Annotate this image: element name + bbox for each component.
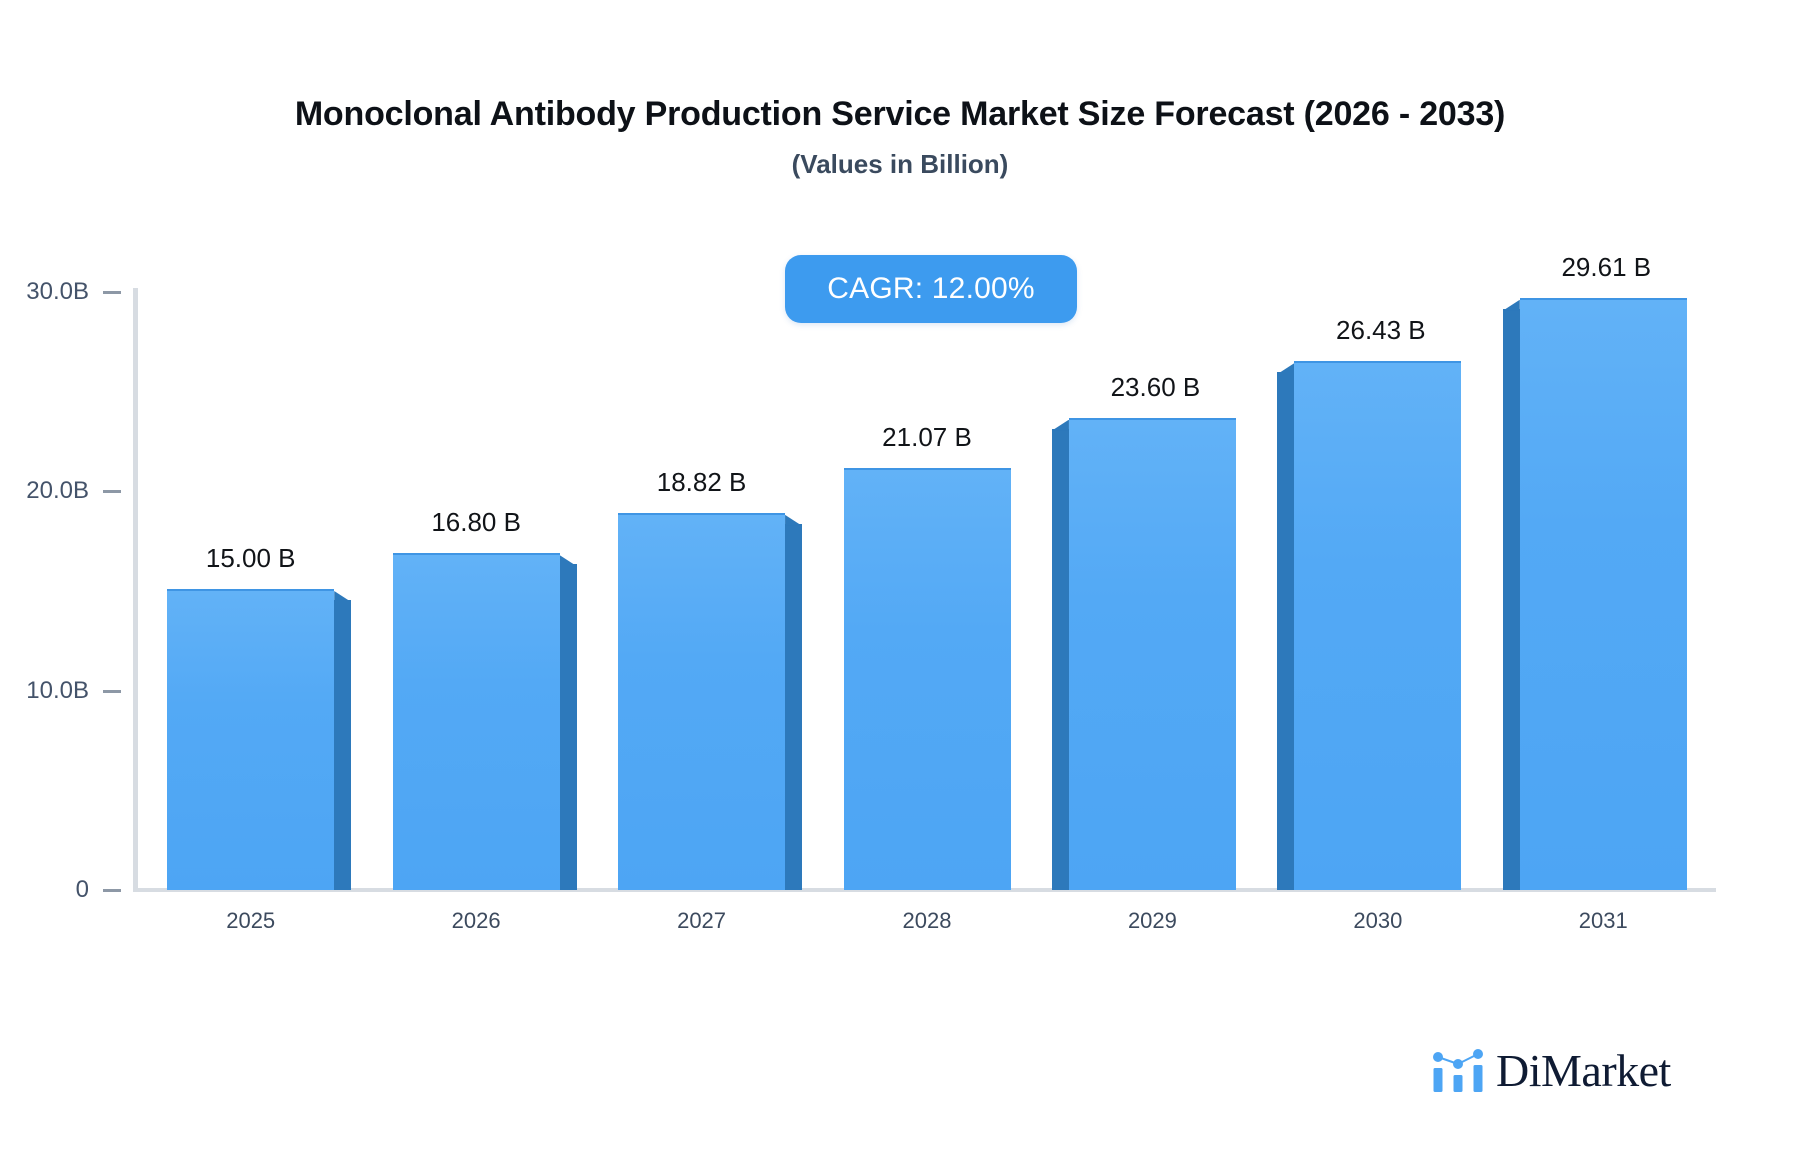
bar-face[interactable]: [843, 468, 1011, 890]
bar-value-label: 21.07 B: [882, 422, 972, 452]
x-axis-tick-label: 2031: [1578, 908, 1628, 933]
bar-side-face: [1502, 308, 1520, 890]
y-axis-line: [133, 288, 138, 892]
bar-face[interactable]: [1068, 417, 1236, 890]
bar-top-bevel: [1051, 419, 1069, 431]
bar-top-bevel: [1502, 299, 1520, 311]
x-axis-line: [133, 888, 1716, 892]
y-axis-tick-label: 30.0B: [26, 278, 89, 305]
y-axis-tick-mark: [103, 889, 121, 892]
y-axis-tick-label: 0: [75, 876, 89, 903]
bar-chart-logo-icon: [1433, 1049, 1483, 1092]
y-axis-tick-label: 20.0B: [26, 477, 89, 505]
bar-face[interactable]: [618, 512, 786, 890]
bar-side-face: [1051, 428, 1069, 890]
dimarket-logo: DiMarket: [1432, 1048, 1671, 1094]
bar-value-label: 16.80 B: [431, 507, 521, 538]
y-axis-tick: 30.0B: [0, 278, 133, 305]
chart-subtitle: (Values in Billion): [791, 149, 1009, 180]
y-axis-tick-mark: [103, 490, 121, 494]
cagr-badge: CAGR: 12.00%: [785, 255, 1077, 323]
bar-side-face: [334, 600, 352, 890]
x-axis-tick-label: 2027: [677, 908, 727, 933]
bar-value-label: 29.61 B: [1561, 251, 1652, 282]
title-block: Monoclonal Antibody Production Service M…: [0, 95, 1800, 180]
x-axis-tick-label: 2028: [902, 908, 952, 933]
bar-face[interactable]: [392, 553, 560, 890]
bar-top-bevel: [785, 514, 803, 526]
bar-value-label: 15.00 B: [205, 543, 296, 573]
x-axis-tick-label: 2025: [226, 908, 276, 933]
bar-side-face: [785, 523, 803, 890]
x-axis-tick-label: 2030: [1353, 908, 1403, 933]
y-axis-tick-label: 10.0B: [26, 676, 89, 704]
bar-face[interactable]: [1519, 297, 1687, 890]
bar-value-label: 18.82 B: [656, 466, 747, 497]
bar-top-bevel: [559, 555, 577, 567]
bar-face[interactable]: [1294, 361, 1462, 890]
y-axis-tick-mark: [103, 291, 121, 294]
x-axis-tick-label: 2029: [1127, 908, 1177, 933]
bar-top-bevel: [334, 591, 352, 602]
bar-side-face: [559, 564, 577, 890]
bar-value-label: 23.60 B: [1110, 371, 1201, 402]
bar-top-bevel: [1277, 363, 1295, 375]
y-axis-tick: 10.0B: [0, 676, 133, 704]
bar-side-face: [1277, 372, 1295, 890]
bar-face[interactable]: [167, 589, 335, 890]
y-axis-tick-mark: [103, 689, 121, 693]
x-axis-tick-label: 2026: [451, 908, 501, 933]
y-axis-tick: 0: [0, 876, 133, 903]
chart-title: Monoclonal Antibody Production Service M…: [294, 95, 1506, 133]
logo-text: DiMarket: [1496, 1045, 1671, 1096]
y-axis-tick: 20.0B: [0, 477, 133, 505]
cagr-badge-label: CAGR: 12.00%: [827, 272, 1035, 305]
bar-value-label: 26.43 B: [1336, 315, 1426, 346]
